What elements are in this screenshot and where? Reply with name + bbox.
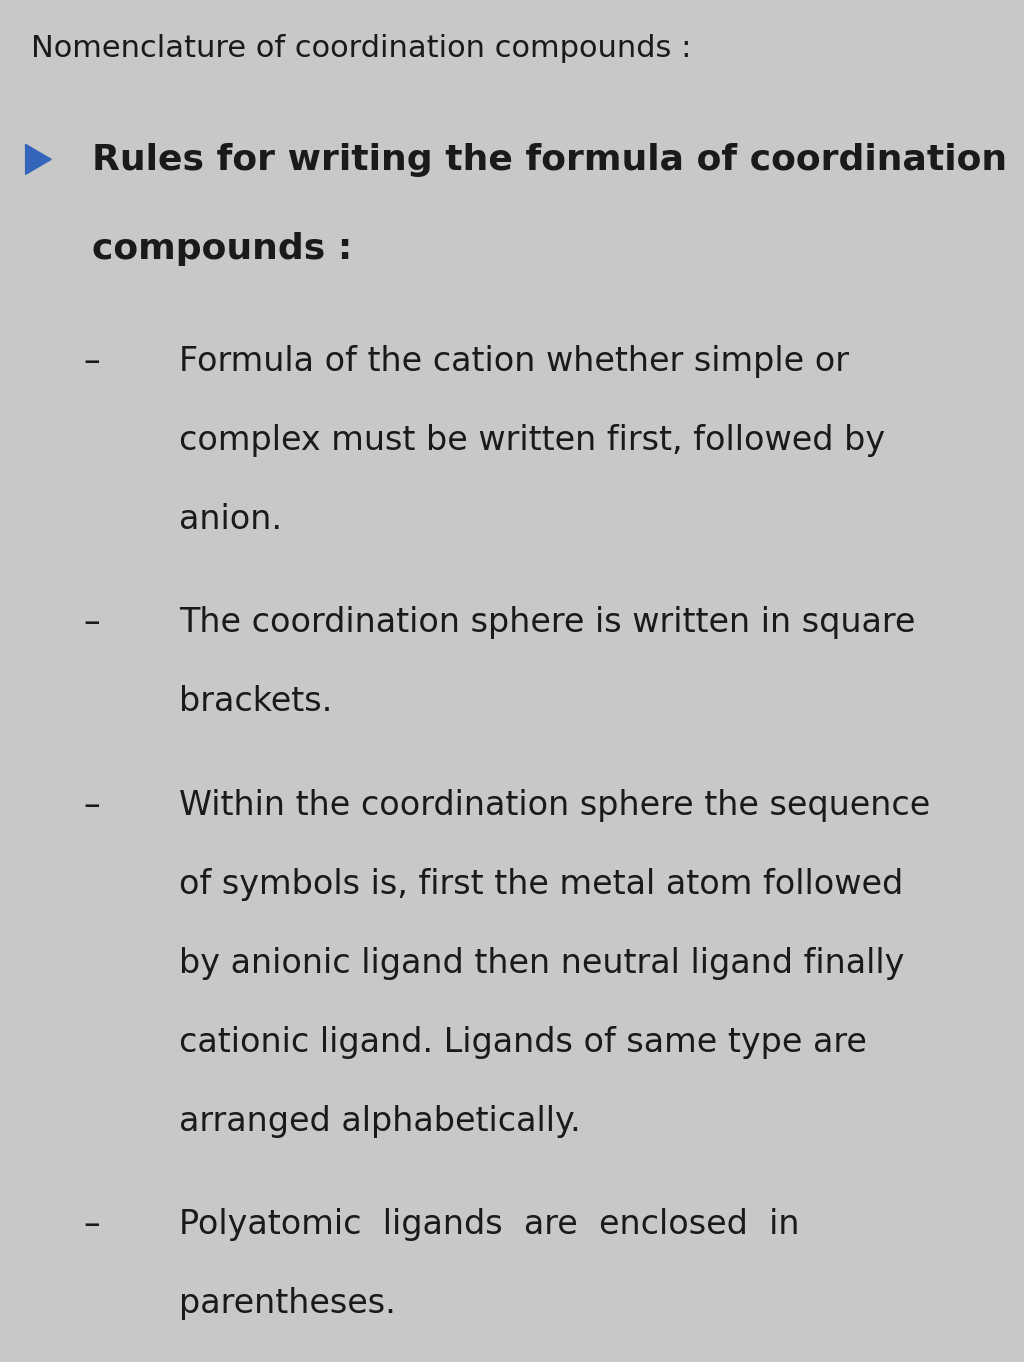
Text: anion.: anion. — [179, 503, 283, 535]
Text: parentheses.: parentheses. — [179, 1287, 396, 1320]
Text: of symbols is, first the metal atom followed: of symbols is, first the metal atom foll… — [179, 868, 903, 900]
Text: Within the coordination sphere the sequence: Within the coordination sphere the seque… — [179, 789, 931, 821]
Text: Rules for writing the formula of coordination: Rules for writing the formula of coordin… — [92, 143, 1008, 177]
Text: compounds :: compounds : — [92, 232, 352, 266]
Text: brackets.: brackets. — [179, 685, 333, 718]
Text: –: – — [84, 789, 100, 821]
Text: –: – — [84, 1208, 100, 1241]
Text: arranged alphabetically.: arranged alphabetically. — [179, 1105, 581, 1137]
Text: cationic ligand. Ligands of same type are: cationic ligand. Ligands of same type ar… — [179, 1026, 867, 1058]
Text: complex must be written first, followed by: complex must be written first, followed … — [179, 424, 886, 456]
Text: The coordination sphere is written in square: The coordination sphere is written in sq… — [179, 606, 915, 639]
Text: by anionic ligand then neutral ligand finally: by anionic ligand then neutral ligand fi… — [179, 947, 904, 979]
Polygon shape — [26, 144, 51, 174]
Text: –: – — [84, 345, 100, 377]
Text: Formula of the cation whether simple or: Formula of the cation whether simple or — [179, 345, 849, 377]
Text: –: – — [84, 606, 100, 639]
Text: Nomenclature of coordination compounds :: Nomenclature of coordination compounds : — [31, 34, 691, 63]
Text: Polyatomic  ligands  are  enclosed  in: Polyatomic ligands are enclosed in — [179, 1208, 800, 1241]
